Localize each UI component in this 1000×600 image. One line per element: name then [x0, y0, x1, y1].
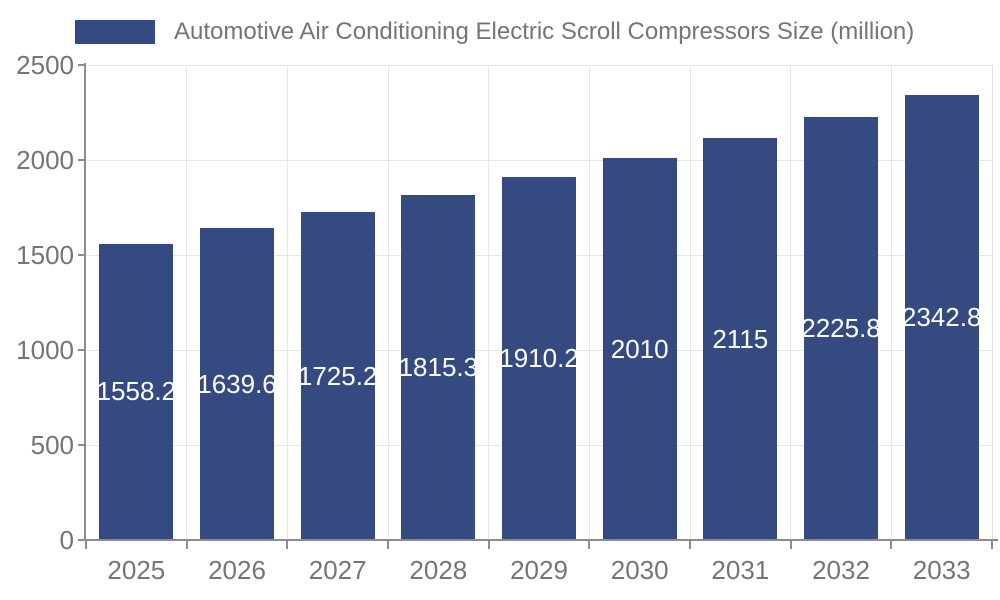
h-gridline — [86, 159, 992, 161]
x-axis-tick — [588, 540, 591, 549]
x-axis-tick — [991, 540, 993, 549]
x-axis-label: 2033 — [912, 555, 971, 585]
bar-2030[interactable]: 2010 — [602, 158, 677, 540]
x-axis-label: 2026 — [208, 555, 266, 585]
x-axis-label: 2032 — [812, 555, 870, 585]
h-gridline — [86, 64, 992, 66]
y-axis-tick — [78, 444, 86, 446]
v-gridline — [588, 65, 590, 540]
x-axis-label: 2030 — [610, 555, 669, 585]
x-axis-tick — [85, 540, 87, 549]
y-axis-label: 500 — [30, 430, 74, 460]
v-gridline — [387, 65, 389, 540]
x-axis-label: 2025 — [107, 555, 166, 585]
y-axis-label: 2000 — [16, 145, 74, 175]
v-gridline — [790, 65, 792, 540]
bar-value-label: 2342.8 — [901, 301, 982, 332]
bar-2025[interactable]: 1558.2 — [97, 243, 176, 540]
y-axis-tick — [78, 349, 86, 351]
v-gridline — [186, 65, 188, 540]
v-gridline — [286, 65, 288, 540]
bar-value-label: 2115 — [712, 323, 769, 354]
x-axis-line — [86, 539, 998, 541]
y-axis-label: 1500 — [16, 240, 74, 270]
x-axis-label: 2027 — [308, 555, 367, 585]
bar-value-label: 1910.2 — [499, 343, 579, 374]
v-gridline — [689, 65, 691, 540]
x-axis-tick — [286, 540, 289, 549]
legend-swatch — [75, 20, 155, 44]
y-axis-tick — [78, 159, 86, 161]
x-axis-tick — [487, 540, 490, 549]
bar-2028[interactable]: 1815.3 — [399, 195, 478, 540]
bar-value-label: 2010 — [610, 333, 669, 364]
y-axis-tick — [78, 64, 86, 66]
bar-2031[interactable]: 2115 — [703, 138, 778, 540]
bar-value-label: 1725.2 — [297, 360, 378, 391]
legend-label: Automotive Air Conditioning Electric Scr… — [174, 18, 915, 45]
v-gridline — [890, 65, 892, 540]
x-axis-tick — [387, 540, 389, 549]
bar-value-label: 1558.2 — [96, 376, 177, 407]
bar-2033[interactable]: 2342.8 — [901, 94, 982, 540]
y-axis-tick — [78, 539, 86, 541]
x-axis-tick — [689, 540, 691, 549]
bar-value-label: 2225.8 — [801, 313, 881, 344]
bar-value-label: 1815.3 — [398, 352, 479, 383]
x-axis-label: 2028 — [409, 555, 468, 585]
y-axis-label: 1000 — [16, 335, 74, 365]
y-axis-tick — [78, 254, 86, 256]
v-gridline — [488, 65, 490, 540]
x-axis-tick — [890, 540, 893, 549]
plot-area: 1558.2 1639.6 1725.2 1815.3 1910.2 2010 2115 22… — [86, 64, 993, 540]
y-axis-line — [84, 63, 86, 540]
y-axis-label: 0 — [59, 525, 74, 555]
bar-2026[interactable]: 1639.6 — [197, 228, 277, 540]
bar-2027[interactable]: 1725.2 — [297, 212, 378, 540]
legend-item[interactable]: Automotive Air Conditioning Electric Scr… — [75, 18, 914, 46]
x-axis-tick — [789, 540, 792, 549]
x-axis-label: 2029 — [510, 555, 568, 585]
x-axis-tick — [185, 540, 188, 549]
bar-2032[interactable]: 2225.8 — [801, 117, 881, 540]
plot-right-border — [991, 65, 993, 540]
y-axis-label: 2500 — [16, 50, 74, 80]
x-axis-label: 2031 — [711, 555, 770, 585]
bar-value-label: 1639.6 — [197, 368, 277, 399]
bar-2029[interactable]: 1910.2 — [499, 177, 579, 540]
